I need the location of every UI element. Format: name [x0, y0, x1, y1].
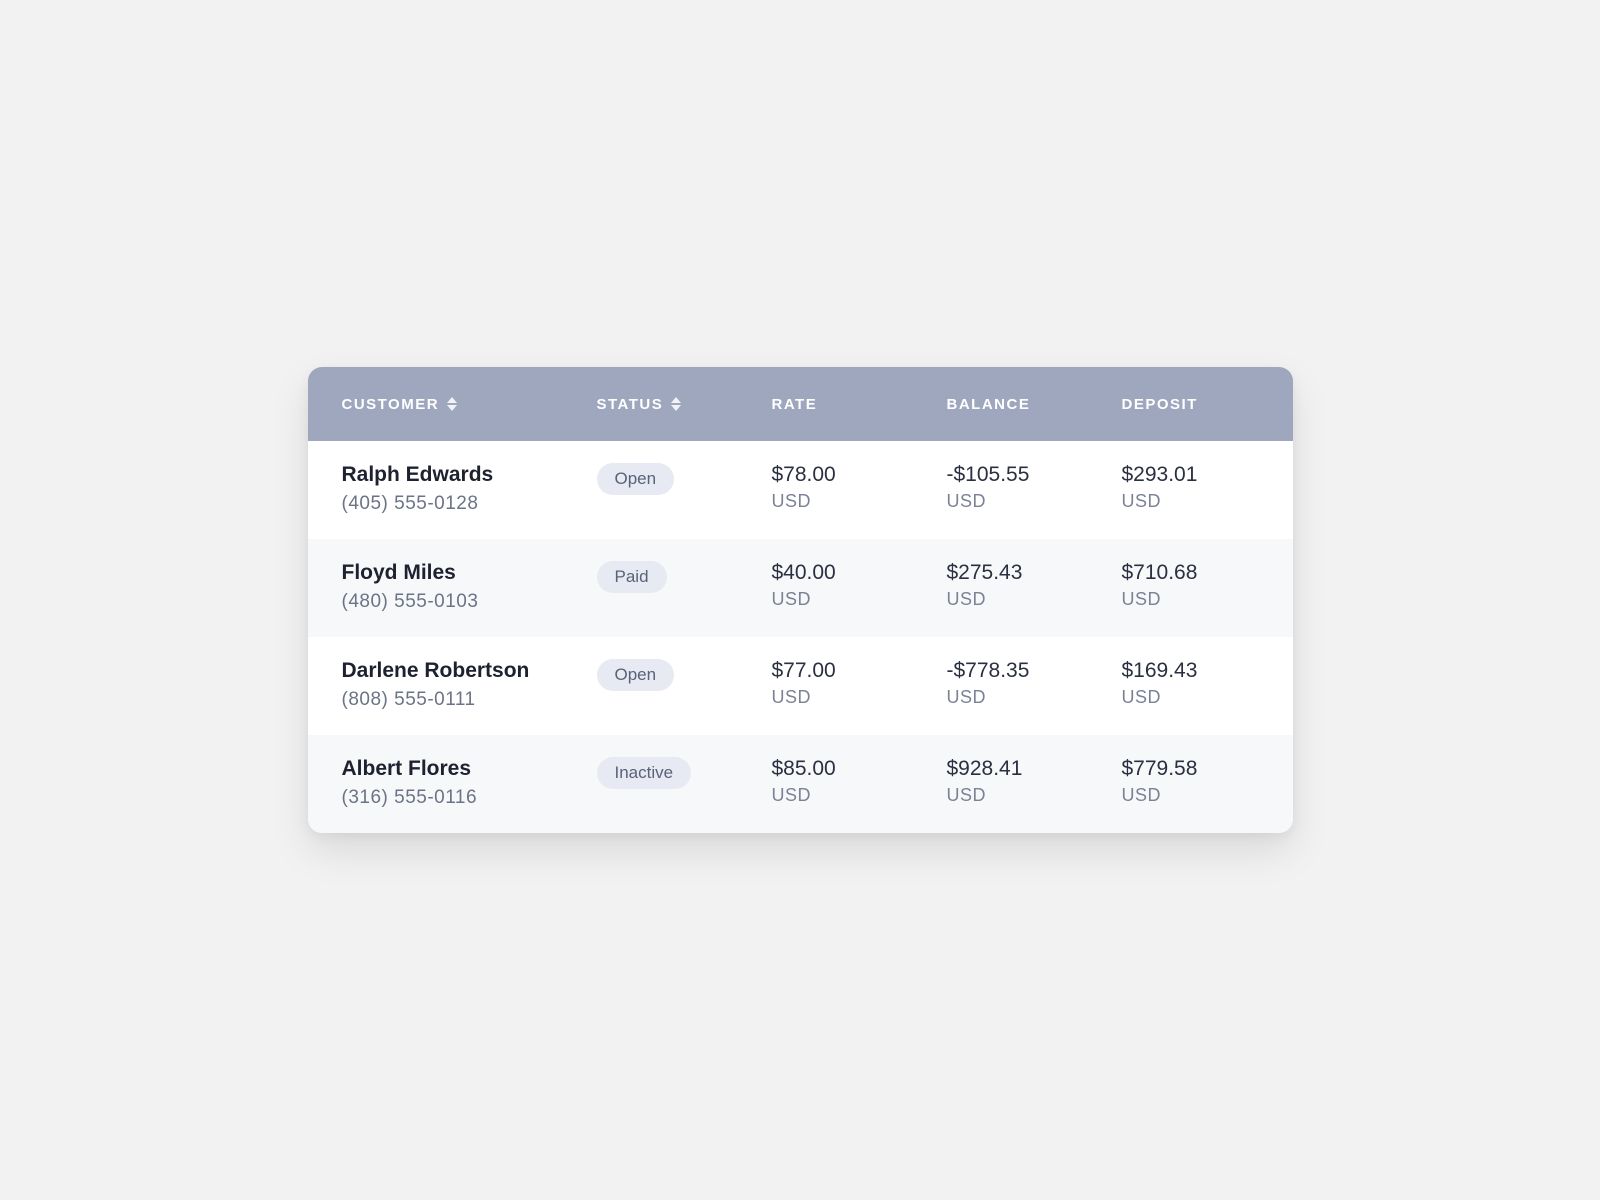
cell-deposit: $293.01 USD: [1122, 463, 1259, 512]
deposit-currency: USD: [1122, 491, 1259, 512]
customer-phone: (316) 555-0116: [342, 787, 597, 809]
table-row[interactable]: Ralph Edwards (405) 555-0128 Open $78.00…: [308, 441, 1293, 539]
table-header: CUSTOMER STATUS RATE BALANCE DEPOSIT: [308, 367, 1293, 441]
column-header-balance[interactable]: BALANCE: [947, 396, 1122, 413]
status-badge: Inactive: [597, 757, 692, 789]
customer-phone: (405) 555-0128: [342, 493, 597, 515]
cell-balance: $928.41 USD: [947, 757, 1122, 806]
rate-currency: USD: [772, 491, 947, 512]
column-header-rate[interactable]: RATE: [772, 396, 947, 413]
rate-currency: USD: [772, 785, 947, 806]
status-badge: Open: [597, 659, 675, 691]
column-header-customer[interactable]: CUSTOMER: [342, 396, 597, 413]
deposit-amount: $779.58: [1122, 757, 1259, 781]
sort-icon[interactable]: [671, 397, 681, 411]
customer-name: Floyd Miles: [342, 561, 597, 585]
sort-icon[interactable]: [447, 397, 457, 411]
cell-customer: Floyd Miles (480) 555-0103: [342, 561, 597, 613]
cell-status: Inactive: [597, 757, 772, 789]
customer-name: Darlene Robertson: [342, 659, 597, 683]
column-label: DEPOSIT: [1122, 396, 1198, 413]
deposit-amount: $710.68: [1122, 561, 1259, 585]
column-label: RATE: [772, 396, 818, 413]
table-row[interactable]: Floyd Miles (480) 555-0103 Paid $40.00 U…: [308, 539, 1293, 637]
balance-currency: USD: [947, 687, 1122, 708]
deposit-currency: USD: [1122, 687, 1259, 708]
balance-currency: USD: [947, 785, 1122, 806]
status-badge: Open: [597, 463, 675, 495]
table-row[interactable]: Albert Flores (316) 555-0116 Inactive $8…: [308, 735, 1293, 833]
rate-amount: $78.00: [772, 463, 947, 487]
column-label: CUSTOMER: [342, 396, 440, 413]
deposit-amount: $169.43: [1122, 659, 1259, 683]
cell-balance: $275.43 USD: [947, 561, 1122, 610]
rate-currency: USD: [772, 589, 947, 610]
column-label: STATUS: [597, 396, 664, 413]
column-header-deposit[interactable]: DEPOSIT: [1122, 396, 1259, 413]
customer-name: Ralph Edwards: [342, 463, 597, 487]
cell-deposit: $710.68 USD: [1122, 561, 1259, 610]
cell-balance: -$778.35 USD: [947, 659, 1122, 708]
cell-status: Open: [597, 463, 772, 495]
rate-amount: $40.00: [772, 561, 947, 585]
table-row[interactable]: Darlene Robertson (808) 555-0111 Open $7…: [308, 637, 1293, 735]
balance-amount: -$778.35: [947, 659, 1122, 683]
deposit-currency: USD: [1122, 785, 1259, 806]
customers-table-card: CUSTOMER STATUS RATE BALANCE DEPOSIT Ral…: [308, 367, 1293, 833]
status-badge: Paid: [597, 561, 667, 593]
cell-customer: Albert Flores (316) 555-0116: [342, 757, 597, 809]
cell-balance: -$105.55 USD: [947, 463, 1122, 512]
deposit-currency: USD: [1122, 589, 1259, 610]
balance-currency: USD: [947, 491, 1122, 512]
balance-currency: USD: [947, 589, 1122, 610]
cell-deposit: $169.43 USD: [1122, 659, 1259, 708]
cell-deposit: $779.58 USD: [1122, 757, 1259, 806]
rate-amount: $85.00: [772, 757, 947, 781]
cell-rate: $40.00 USD: [772, 561, 947, 610]
cell-rate: $85.00 USD: [772, 757, 947, 806]
balance-amount: -$105.55: [947, 463, 1122, 487]
column-header-status[interactable]: STATUS: [597, 396, 772, 413]
balance-amount: $928.41: [947, 757, 1122, 781]
deposit-amount: $293.01: [1122, 463, 1259, 487]
customer-phone: (808) 555-0111: [342, 689, 597, 711]
cell-status: Paid: [597, 561, 772, 593]
balance-amount: $275.43: [947, 561, 1122, 585]
customer-name: Albert Flores: [342, 757, 597, 781]
cell-rate: $77.00 USD: [772, 659, 947, 708]
cell-rate: $78.00 USD: [772, 463, 947, 512]
customer-phone: (480) 555-0103: [342, 591, 597, 613]
cell-customer: Ralph Edwards (405) 555-0128: [342, 463, 597, 515]
cell-customer: Darlene Robertson (808) 555-0111: [342, 659, 597, 711]
column-label: BALANCE: [947, 396, 1031, 413]
rate-amount: $77.00: [772, 659, 947, 683]
rate-currency: USD: [772, 687, 947, 708]
cell-status: Open: [597, 659, 772, 691]
